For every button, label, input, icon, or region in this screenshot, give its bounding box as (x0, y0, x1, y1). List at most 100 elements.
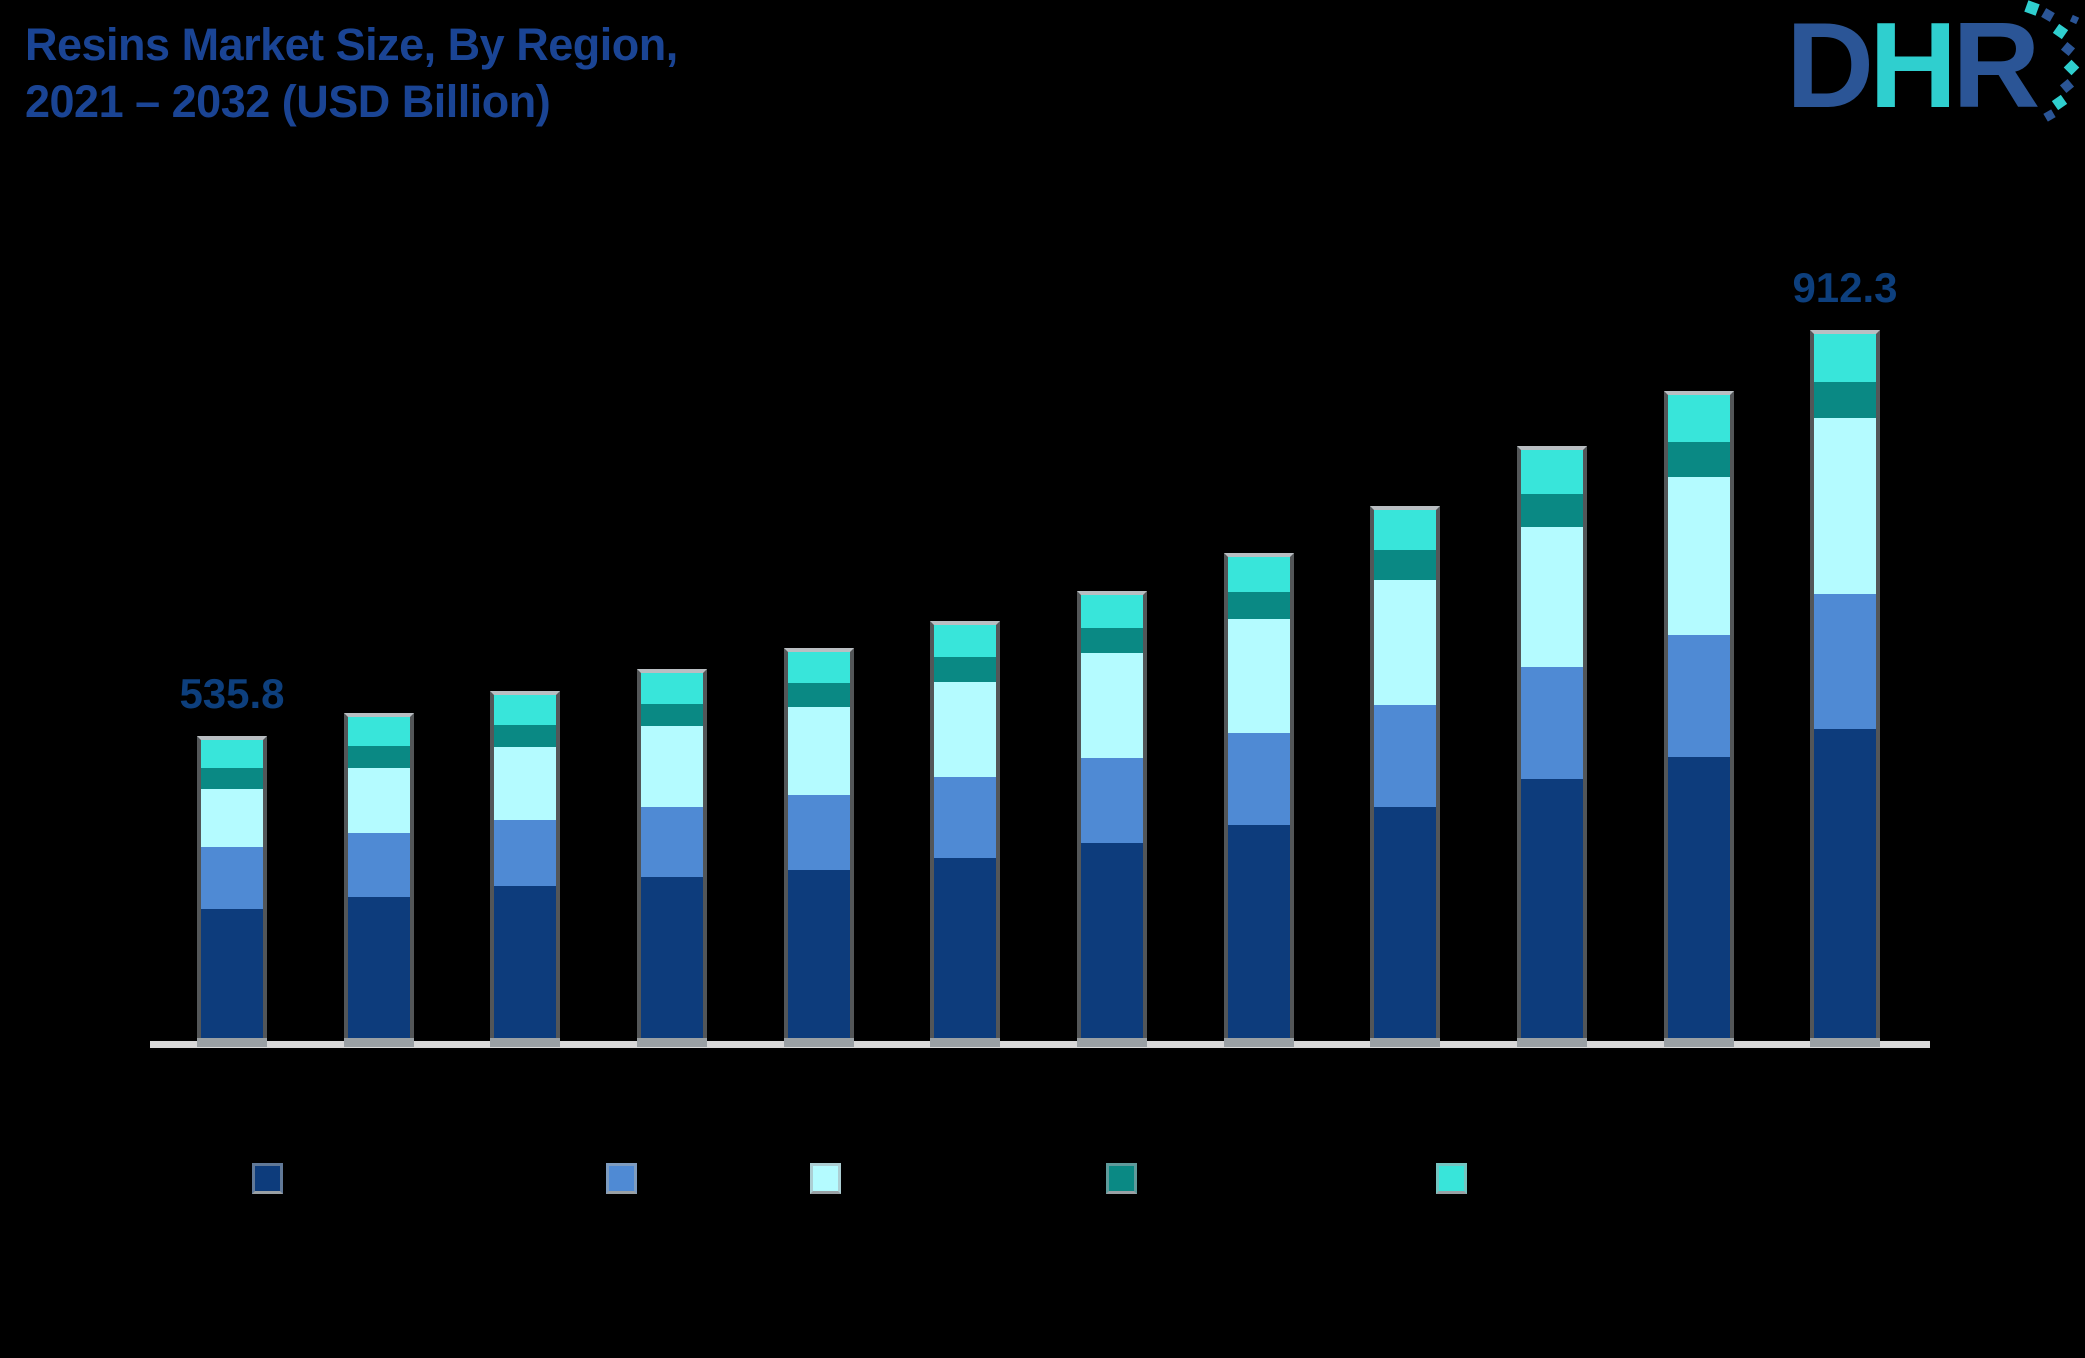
chart-title-line-2: 2021 – 2032 (USD Billion) (25, 76, 551, 127)
bar-2028-series-5 (1228, 557, 1290, 593)
bar-shadow-2031 (1664, 1038, 1734, 1047)
bar-2022-series-5 (348, 717, 410, 747)
bar-2028 (1224, 553, 1294, 1038)
bar-2028-series-3 (1228, 619, 1290, 734)
bar-shadow-2027 (1077, 1038, 1147, 1047)
bar-2030-series-2 (1521, 667, 1583, 780)
bar-2026-series-1 (934, 858, 996, 1038)
bar-2022-series-3 (348, 768, 410, 834)
bar-2025-series-1 (788, 869, 850, 1038)
legend-swatch-5 (1436, 1163, 1467, 1194)
bar-shadow-2032 (1810, 1038, 1880, 1047)
bar-shadow-2021 (197, 1038, 267, 1047)
bar-2031-series-1 (1668, 757, 1730, 1038)
bar-2024-series-3 (641, 726, 703, 807)
bar-2025-series-2 (788, 794, 850, 870)
logo-letter-d: D (1786, 0, 1874, 133)
bar-2024-series-4 (641, 704, 703, 726)
logo-letter-r: R (1952, 0, 2040, 133)
bar-2029-series-1 (1374, 807, 1436, 1038)
bar-2024-series-1 (641, 876, 703, 1038)
bar-2027 (1077, 591, 1147, 1038)
bar-2021-series-2 (201, 847, 263, 910)
bar-2032-series-3 (1814, 418, 1876, 595)
bar-2023-series-2 (494, 820, 556, 886)
bar-2022-series-2 (348, 833, 410, 897)
bar-2027-series-2 (1081, 758, 1143, 844)
bar-2030-series-3 (1521, 527, 1583, 668)
legend-swatch-2 (606, 1163, 637, 1194)
bar-2026-series-5 (934, 625, 996, 658)
bar-2031-series-4 (1668, 442, 1730, 477)
legend-swatch-1 (252, 1163, 283, 1194)
bar-2025 (784, 648, 854, 1038)
bar-2021-series-5 (201, 740, 263, 769)
bar-2024-series-2 (641, 807, 703, 877)
bar-2026-series-3 (934, 682, 996, 778)
logo-letter-h: H (1869, 0, 1957, 133)
bar-2023-series-5 (494, 695, 556, 726)
bar-2029-series-5 (1374, 510, 1436, 551)
bar-shadow-2024 (637, 1038, 707, 1047)
x-axis-line (150, 1041, 1930, 1048)
bar-2021-series-3 (201, 789, 263, 848)
bar-2025-series-4 (788, 683, 850, 707)
bar-2030-series-4 (1521, 494, 1583, 528)
bar-2028-series-2 (1228, 733, 1290, 826)
bar-2027-series-5 (1081, 595, 1143, 629)
dhr-logo: DHR (1786, 4, 2040, 126)
bar-2023 (490, 691, 560, 1038)
bar-2026-series-2 (934, 777, 996, 859)
bar-2032-series-5 (1814, 334, 1876, 383)
legend-swatch-4 (1106, 1163, 1137, 1194)
chart-title-line-1: Resins Market Size, By Region, (25, 19, 678, 70)
bar-2024-series-5 (641, 673, 703, 705)
bar-2024 (637, 669, 707, 1038)
bar-shadow-2029 (1370, 1038, 1440, 1047)
bar-shadow-2030 (1517, 1038, 1587, 1047)
bar-2023-series-1 (494, 886, 556, 1038)
bar-2026-series-4 (934, 657, 996, 683)
bar-2027-series-4 (1081, 628, 1143, 654)
bar-2031-series-3 (1668, 477, 1730, 636)
bar-2026 (930, 621, 1000, 1038)
bar-shadow-2023 (490, 1038, 560, 1047)
bar-2021-series-1 (201, 909, 263, 1038)
bar-2028-series-4 (1228, 592, 1290, 620)
bar-2021-series-4 (201, 768, 263, 790)
bar-2023-series-4 (494, 725, 556, 748)
bar-2021 (197, 736, 267, 1038)
bar-2029-series-3 (1374, 580, 1436, 706)
bar-2027-series-3 (1081, 653, 1143, 759)
bar-2031-series-5 (1668, 395, 1730, 443)
bar-shadow-2028 (1224, 1038, 1294, 1047)
bar-value-label-2032: 912.3 (1792, 264, 1898, 311)
bar-2029-series-2 (1374, 705, 1436, 807)
bar-2029 (1370, 506, 1440, 1038)
bar-2022 (344, 713, 414, 1038)
legend-swatch-3 (810, 1163, 841, 1194)
bar-2030 (1517, 446, 1587, 1038)
bar-2028-series-1 (1228, 825, 1290, 1038)
bar-2031 (1664, 391, 1734, 1038)
bar-shadow-2022 (344, 1038, 414, 1047)
bar-2027-series-1 (1081, 843, 1143, 1038)
bar-2025-series-5 (788, 652, 850, 684)
bar-2032 (1810, 330, 1880, 1038)
bar-shadow-2026 (930, 1038, 1000, 1047)
bar-2022-series-4 (348, 746, 410, 768)
bar-2029-series-4 (1374, 550, 1436, 581)
bar-2030-series-5 (1521, 450, 1583, 495)
bar-2032-series-1 (1814, 729, 1876, 1038)
bar-2032-series-4 (1814, 382, 1876, 419)
bar-2023-series-3 (494, 747, 556, 820)
bar-2030-series-1 (1521, 779, 1583, 1038)
chart-title: Resins Market Size, By Region, 2021 – 20… (25, 16, 678, 130)
bar-value-label-2021: 535.8 (179, 670, 285, 717)
bar-2031-series-2 (1668, 635, 1730, 758)
bar-2025-series-3 (788, 707, 850, 795)
bar-shadow-2025 (784, 1038, 854, 1047)
bar-2032-series-2 (1814, 594, 1876, 730)
